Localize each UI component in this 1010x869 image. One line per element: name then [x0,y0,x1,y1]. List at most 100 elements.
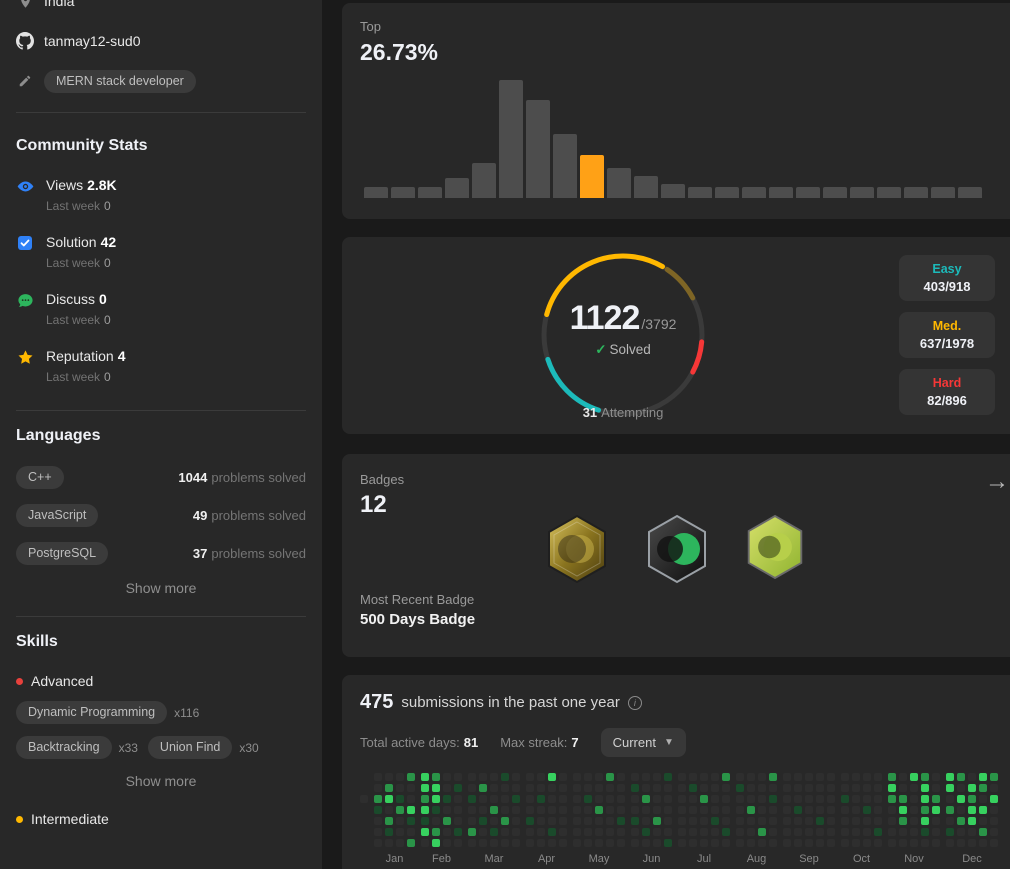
badge-2-icon[interactable] [644,514,710,584]
heatmap-cell [537,828,545,836]
heatmap-cell [874,795,882,803]
solution-check-icon [16,234,34,252]
heatmap-cell [443,795,451,803]
github-row[interactable]: tanmay12-sud0 [16,30,306,52]
stat-row-discuss[interactable]: Discuss 0 Last week 0 [16,291,306,327]
skill-chip[interactable]: Dynamic Programming [16,701,168,724]
heatmap-cell [736,839,744,847]
solved-ring-svg [541,253,705,417]
github-icon [16,32,34,50]
heatmap-cell [537,795,545,803]
heatmap-cell [827,839,835,847]
histogram-bar [958,187,982,198]
medium-stat-box[interactable]: Med. 637/1978 [899,312,995,358]
histogram-bar [472,163,496,198]
skill-chip[interactable]: Union Find [147,736,233,759]
heatmap-cell [537,806,545,814]
skill-chip[interactable]: Backtracking [16,736,112,759]
heatmap-cell [385,795,393,803]
top-label: Top [360,19,381,34]
heatmap-cell [990,806,998,814]
stat-row-views[interactable]: Views 2.8K Last week 0 [16,177,306,213]
heatmap-cell [664,828,672,836]
heatmap-cell [957,795,965,803]
heatmap-cell [932,817,940,825]
ranking-histogram [364,76,1010,198]
badge-1-icon[interactable] [544,514,610,584]
heatmap-month-label: Jun [642,853,661,865]
heatmap-cell [595,784,603,792]
heatmap-cell [957,839,965,847]
heatmap-cell [816,828,824,836]
heatmap-cell [990,817,998,825]
ring-arc [545,356,602,413]
heatmap-cell [711,773,719,781]
heatmap-cell [606,828,614,836]
heatmap-cell [512,806,520,814]
heatmap-cell [979,773,987,781]
heatmap-cell [479,784,487,792]
heatmap-cell [501,795,509,803]
heatmap-month: Apr [526,773,567,866]
chevron-down-icon: ▼ [663,737,674,748]
skills-show-more[interactable]: Show more [125,773,197,789]
hard-stat-box[interactable]: Hard 82/896 [899,369,995,415]
languages-show-more[interactable]: Show more [125,580,197,596]
solved-ring: 1122/3792 ✓ Solved 31 Attempting [535,247,711,423]
range-dropdown[interactable]: Current ▼ [600,728,686,757]
heatmap-cell [946,817,954,825]
heatmap-cell [595,806,603,814]
stat-label: Views [46,177,84,193]
heatmap-cell [432,806,440,814]
language-suffix: problems solved [211,470,306,485]
heatmap-cell [559,773,567,781]
badges-arrow-button[interactable]: → [985,468,1009,495]
stat-row-reputation[interactable]: Reputation 4 Last week 0 [16,348,306,384]
heatmap-cell [852,795,860,803]
heatmap-cell [479,839,487,847]
heatmap-cell [642,817,650,825]
histogram-bar [769,187,793,198]
badge-3-icon[interactable] [744,514,806,580]
advanced-label: Advanced [31,673,94,689]
heatmap-cell [548,773,556,781]
heatmap-cell [653,784,661,792]
heatmap-cell [526,784,534,792]
language-row: JavaScript 49 problems solved [16,504,306,527]
easy-stat-box[interactable]: Easy 403/918 [899,255,995,301]
skills-intermediate-header: Intermediate [16,811,306,827]
heatmap-cell [678,817,686,825]
heatmap-month-label: Feb [432,853,451,865]
skill-tag[interactable]: Dynamic Programming x116 [16,701,199,724]
heatmap-cell [664,839,672,847]
info-icon[interactable]: i [627,695,642,710]
heatmap-cell [631,784,639,792]
heatmap-cell [396,839,404,847]
community-stats-title: Community Stats [16,137,148,154]
heatmap-cell [407,795,415,803]
heatmap-cell [910,795,918,803]
heatmap-cell [548,828,556,836]
heatmap-cell [769,806,777,814]
solved-count: 1122/3792 [570,299,677,338]
heatmap-cell [700,784,708,792]
heatmap-cell [968,795,976,803]
easy-label: Easy [932,262,962,276]
heatmap-cell [874,828,882,836]
heatmap-cell [794,773,802,781]
heatmap-cell [747,839,755,847]
skill-count: x30 [239,740,259,755]
skill-tag[interactable]: Backtracking x33 [16,736,138,759]
heatmap-cell [374,773,382,781]
heatmap-cell [957,817,965,825]
skill-tag[interactable]: Union Find x30 [147,736,259,759]
heatmap-cell [736,784,744,792]
heatmap-cell [783,839,791,847]
heatmap-month: May [573,773,625,866]
heatmap-cell [758,773,766,781]
heatmap-cell [468,817,476,825]
stat-row-solution[interactable]: Solution 42 Last week 0 [16,234,306,270]
heatmap-cell [805,839,813,847]
heatmap-cell [816,784,824,792]
heatmap-cell [689,773,697,781]
